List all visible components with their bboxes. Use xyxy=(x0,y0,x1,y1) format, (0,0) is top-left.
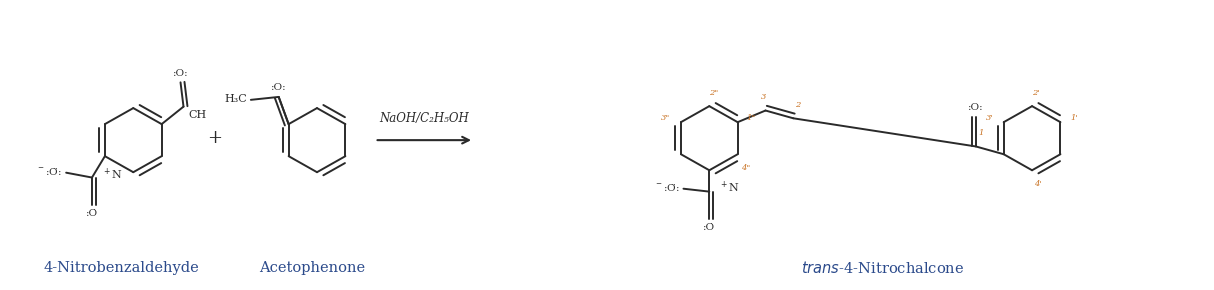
Text: 4': 4' xyxy=(1034,180,1042,188)
Text: $^+$N: $^+$N xyxy=(719,180,741,195)
Text: 1": 1" xyxy=(745,114,755,122)
Text: 1: 1 xyxy=(978,129,983,137)
Text: :O:: :O: xyxy=(968,104,983,113)
Text: NaOH/C₂H₅OH: NaOH/C₂H₅OH xyxy=(380,112,469,125)
Text: :O:: :O: xyxy=(172,70,188,79)
Text: 3: 3 xyxy=(761,93,766,101)
Text: 3": 3" xyxy=(660,114,670,122)
Text: 2: 2 xyxy=(795,101,800,108)
Text: 4": 4" xyxy=(741,164,750,172)
Text: 4-Nitrobenzaldehyde: 4-Nitrobenzaldehyde xyxy=(44,261,199,275)
Text: 1': 1' xyxy=(1071,114,1078,122)
Text: 2': 2' xyxy=(1032,88,1040,97)
Text: H₃C: H₃C xyxy=(225,94,246,104)
Text: $^-$:Ö:: $^-$:Ö: xyxy=(36,166,62,177)
Text: 2": 2" xyxy=(709,88,717,97)
Text: $^+$N: $^+$N xyxy=(102,167,123,182)
Text: $^-$:Ö:: $^-$:Ö: xyxy=(654,182,680,193)
Text: :Ȯ: :Ȯ xyxy=(703,223,715,232)
Text: CH: CH xyxy=(188,110,206,119)
Text: :Ȯ: :Ȯ xyxy=(86,209,98,218)
Text: $\mathit{trans}$-4-Nitrochalcone: $\mathit{trans}$-4-Nitrochalcone xyxy=(801,260,965,276)
Text: +: + xyxy=(208,129,222,147)
Text: Acetophenone: Acetophenone xyxy=(259,261,365,275)
Text: :O:: :O: xyxy=(271,83,287,92)
Text: 3': 3' xyxy=(986,114,993,122)
